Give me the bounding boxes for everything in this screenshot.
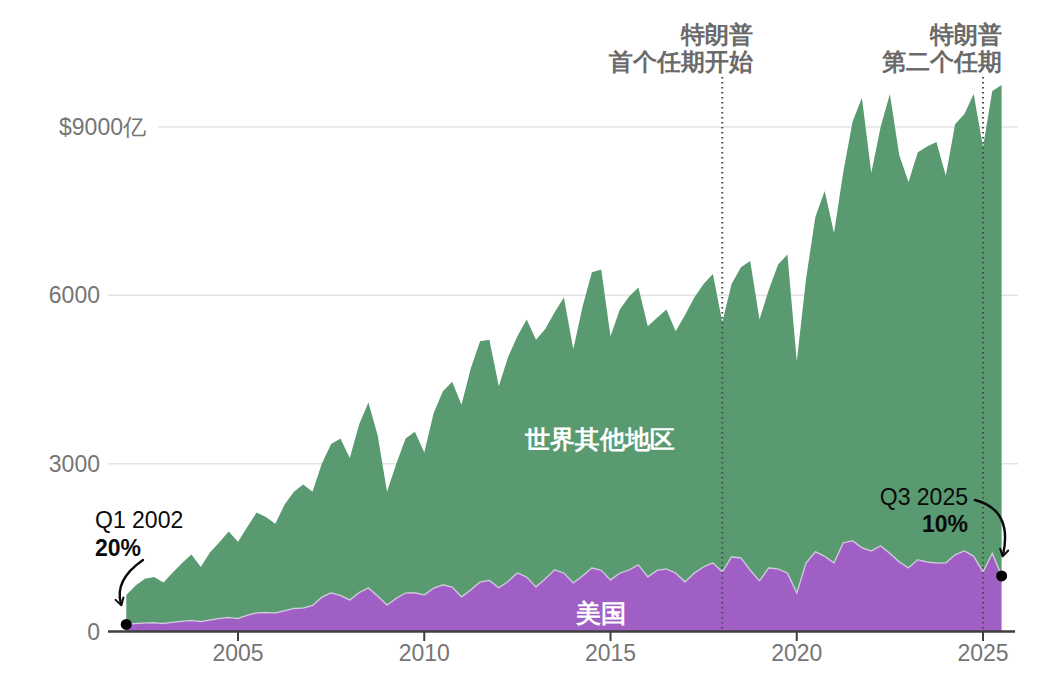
callout-label: Q1 2002	[95, 507, 183, 533]
event-label: 特朗普	[929, 21, 1002, 48]
event-label: 首个任期开始	[608, 48, 754, 75]
callout-pct: 10%	[922, 511, 968, 537]
x-tick-label: 2005	[212, 640, 263, 666]
x-tick-label: 2020	[771, 640, 822, 666]
callout-label: Q3 2025	[880, 484, 968, 510]
data-dot	[121, 619, 132, 630]
callout-pct: 20%	[95, 535, 141, 561]
x-tick-label: 2010	[399, 640, 450, 666]
data-dot	[996, 570, 1007, 581]
series-label-us: 美国	[575, 599, 626, 627]
x-tick-label: 2025	[957, 640, 1008, 666]
event-label: 特朗普	[680, 21, 753, 48]
stacked-area-chart: 030006000$9000亿特朗普首个任期开始特朗普第二个任期20052010…	[0, 0, 1050, 689]
chart-figure: 030006000$9000亿特朗普首个任期开始特朗普第二个任期20052010…	[0, 0, 1050, 689]
chart-canvas: 030006000$9000亿特朗普首个任期开始特朗普第二个任期20052010…	[0, 0, 1050, 689]
rest-of-world-area	[126, 85, 1001, 625]
y-axis-label: 6000	[49, 282, 100, 308]
y-axis-label: $9000亿	[59, 114, 146, 140]
y-axis-label: 0	[87, 619, 100, 645]
x-tick-label: 2015	[585, 640, 636, 666]
series-label-rest-of-world: 世界其他地区	[524, 425, 675, 453]
y-axis-label: 3000	[49, 451, 100, 477]
event-label: 第二个任期	[882, 48, 1002, 75]
